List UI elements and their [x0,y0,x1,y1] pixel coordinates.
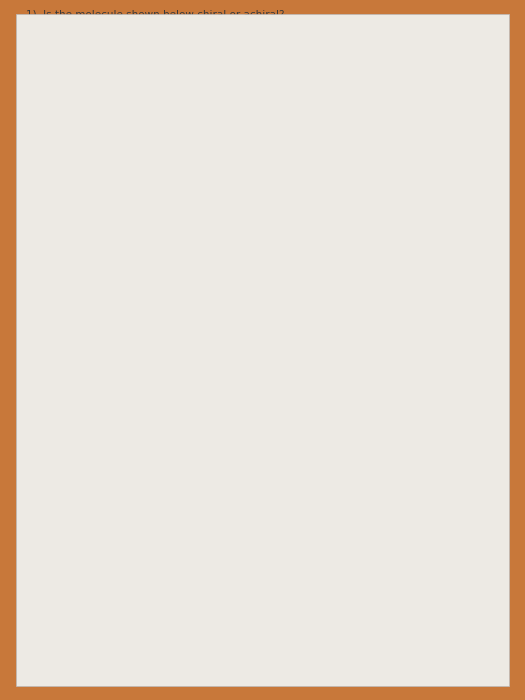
Text: CH$_3$: CH$_3$ [136,434,155,447]
Text: CO$_2$OH: CO$_2$OH [325,500,358,512]
Text: HO$_2$C: HO$_2$C [77,241,103,253]
Text: H: H [133,274,140,283]
Text: 4)  Is the molecule shown below chiral or achiral?: 4) Is the molecule shown below chiral or… [26,286,285,296]
Text: enantiomers,: enantiomers, [373,477,437,486]
Text: H: H [67,174,74,182]
Text: CH$_2$OH: CH$_2$OH [120,211,153,224]
Text: 3)  Is the molecule shown below chiral or achiral?: 3) Is the molecule shown below chiral or… [26,195,285,205]
Text: OH: OH [132,34,146,42]
Text: CH$_3$: CH$_3$ [173,125,192,137]
Text: H: H [66,543,72,552]
Text: CO$_2$H: CO$_2$H [114,563,140,575]
Text: CO$_2$H: CO$_2$H [164,248,190,261]
Text: 5)  Is the molecule shown below chiral or achiral?: 5) Is the molecule shown below chiral or… [26,381,285,391]
Text: Cl: Cl [90,388,99,397]
Text: NH$_2$: NH$_2$ [80,575,99,588]
Text: 1)  Is the molecule shown below chiral or achiral?: 1) Is the molecule shown below chiral or… [26,10,285,20]
Text: CH$_3$: CH$_3$ [123,388,141,400]
Text: 2)  Is the molecule shown below chiral or achiral?: 2) Is the molecule shown below chiral or… [26,108,285,118]
Text: diastereomers,: diastereomers, [46,501,120,511]
Text: CH$_3$: CH$_3$ [332,581,351,594]
Text: or: or [152,501,169,511]
Text: CH$_3$: CH$_3$ [85,507,104,519]
Text: H: H [67,137,74,146]
Text: CO$_2$OH: CO$_2$OH [173,181,206,193]
Text: O: O [92,496,100,505]
Text: H: H [372,542,379,550]
Text: 6)  Which of the following terms best describes the pair of compounds shown:: 6) Which of the following terms best des… [26,477,412,486]
Text: H$_2$N: H$_2$N [292,540,311,552]
Polygon shape [120,36,134,59]
Text: OH: OH [124,121,138,130]
Text: the same compound?: the same compound? [172,501,278,511]
